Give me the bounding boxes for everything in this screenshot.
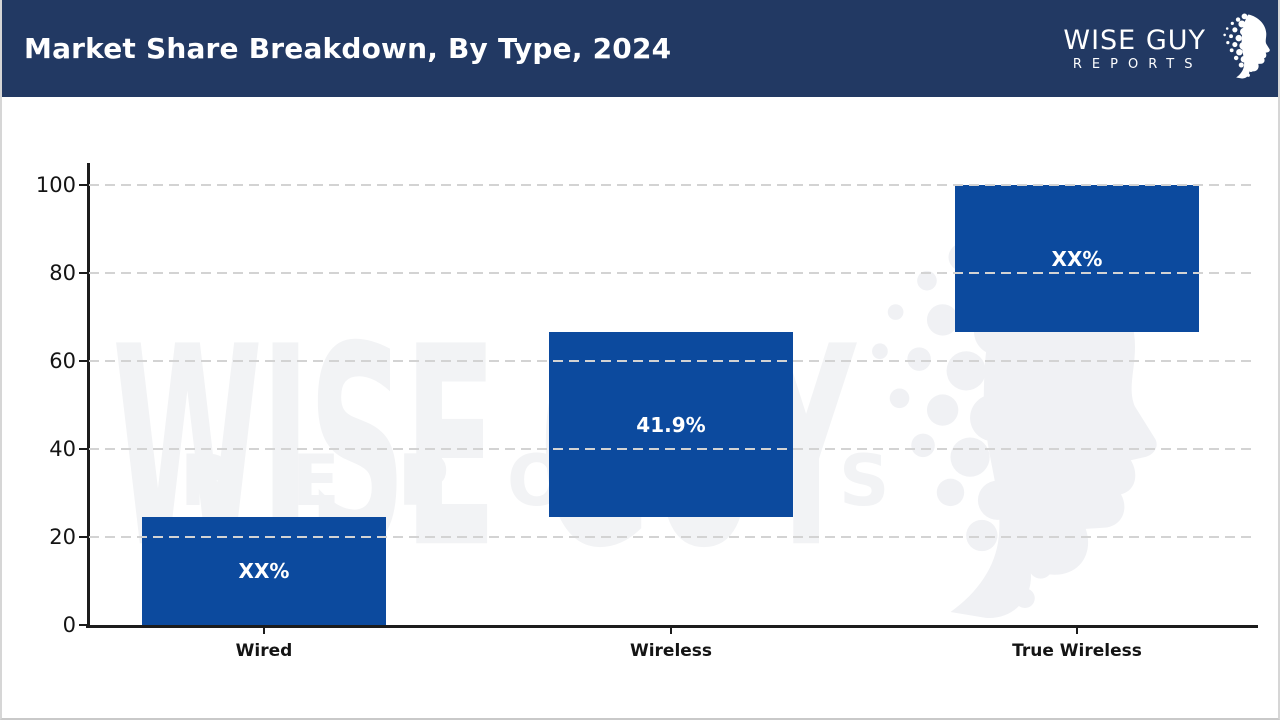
y-tick (79, 184, 88, 186)
y-tick (79, 536, 88, 538)
wise-guy-logo: WISE GUY REPORTS (1063, 0, 1272, 97)
bar-value-label: XX% (1051, 246, 1103, 271)
gridline-20 (89, 536, 1254, 538)
gridline-100 (89, 184, 1254, 186)
logo-subtitle: REPORTS (1072, 56, 1203, 72)
x-tick (1076, 627, 1078, 634)
bar-value-label: XX% (238, 558, 290, 583)
x-axis-label-true-wireless: True Wireless (1012, 641, 1142, 661)
gridline-40 (89, 448, 1254, 450)
y-axis-line (87, 163, 90, 627)
y-tick-label: 40 (49, 437, 76, 461)
gridline-60 (89, 360, 1254, 362)
y-tick (79, 360, 88, 362)
bar-value-label: 41.9% (636, 412, 706, 437)
x-tick (263, 627, 265, 634)
bar-true-wireless (955, 185, 1199, 333)
y-tick (79, 448, 88, 450)
face-logo-icon (1208, 11, 1272, 87)
gridline-80 (89, 272, 1254, 274)
y-tick-label: 60 (49, 349, 76, 373)
x-axis-label-wired: Wired (235, 641, 293, 661)
bar-wired (142, 516, 386, 625)
bar-wireless (549, 332, 793, 517)
y-tick (79, 624, 88, 626)
x-axis-label-wireless: Wireless (629, 641, 713, 661)
y-tick-label: 80 (49, 261, 76, 285)
y-tick-label: 100 (35, 173, 76, 197)
x-tick (670, 627, 672, 634)
y-tick-label: 0 (62, 613, 76, 637)
logo-text: WISE GUY REPORTS (1063, 24, 1206, 72)
header: Market Share Breakdown, By Type, 2024 WI… (0, 0, 1280, 97)
y-tick-label: 20 (49, 525, 76, 549)
logo-wordmark: WISE GUY (1063, 24, 1206, 56)
y-tick (79, 272, 88, 274)
page-title: Market Share Breakdown, By Type, 2024 (24, 32, 672, 65)
x-axis-line (86, 624, 1258, 628)
